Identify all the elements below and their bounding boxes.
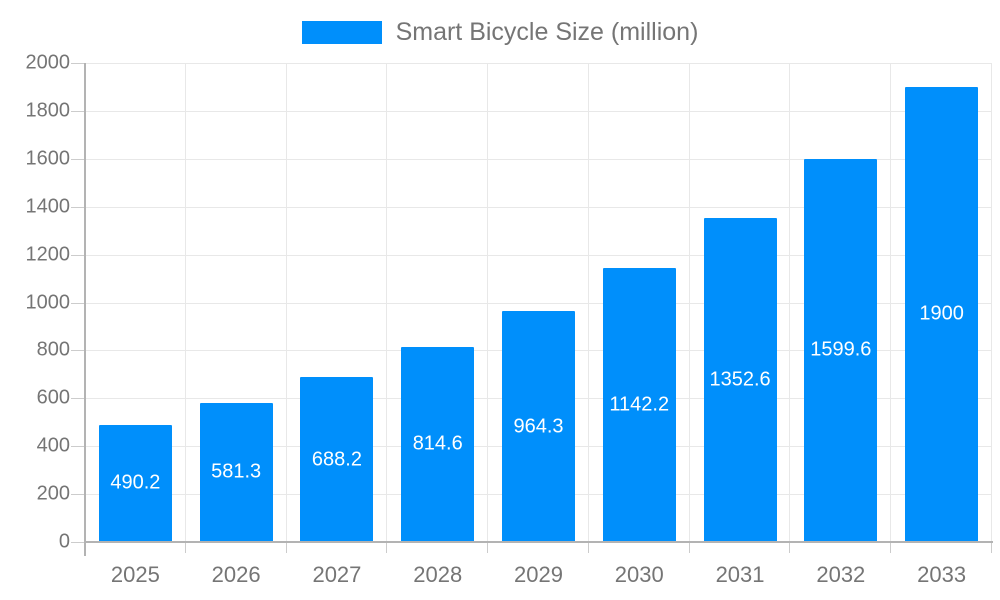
chart-legend[interactable]: Smart Bicycle Size (million) xyxy=(0,18,1000,46)
bar-value-label: 964.3 xyxy=(513,415,564,438)
y-axis-tick-label: 1000 xyxy=(25,291,71,313)
y-axis-labels: 0 200 400 600 800 1000 1200 1400 1600 1800 2000 xyxy=(0,52,71,553)
bar[interactable]: 1352.6 xyxy=(703,218,777,542)
x-axis-tick xyxy=(386,543,388,553)
bar-value-label: 1900 xyxy=(919,302,964,325)
bar[interactable]: 1142.2 xyxy=(602,268,676,542)
vertical-gridline xyxy=(890,63,892,542)
vertical-gridline xyxy=(789,63,791,542)
plot-area: 490.2 581.3 688.2 814.6 964.3 1142.2 1352.6 159… xyxy=(85,63,992,542)
y-axis-tick xyxy=(71,350,84,352)
vertical-gridline xyxy=(991,63,992,542)
horizontal-gridline xyxy=(85,254,992,256)
y-axis-tick-label: 600 xyxy=(36,386,70,409)
y-axis-line xyxy=(84,63,86,556)
bar[interactable]: 1900 xyxy=(905,86,979,542)
x-axis-category-label: 2032 xyxy=(816,562,866,587)
y-axis-tick-label: 0 xyxy=(58,530,70,553)
x-axis-category-label: 2029 xyxy=(514,562,563,587)
y-axis-tick xyxy=(71,302,84,304)
horizontal-gridline xyxy=(85,110,992,112)
vertical-gridline xyxy=(386,63,388,542)
y-axis-tick xyxy=(71,158,84,160)
horizontal-gridline xyxy=(85,158,992,160)
x-axis-category-label: 2027 xyxy=(312,562,362,587)
bar[interactable]: 1599.6 xyxy=(804,158,878,542)
bar[interactable]: 490.2 xyxy=(98,424,172,542)
x-axis-tick xyxy=(587,543,589,553)
y-axis-tick xyxy=(71,542,84,543)
bar[interactable]: 581.3 xyxy=(199,402,273,542)
y-axis-tick-label: 2000 xyxy=(25,51,71,74)
y-axis-tick-label: 800 xyxy=(36,338,70,361)
x-axis-category-label: 2025 xyxy=(110,562,160,587)
y-axis-tick-label: 400 xyxy=(36,434,70,457)
y-axis-tick-label: 200 xyxy=(36,482,70,505)
y-axis-tick xyxy=(71,206,84,208)
x-axis-tick xyxy=(890,543,892,553)
vertical-gridline xyxy=(587,63,589,542)
x-axis-category-label: 2033 xyxy=(917,562,967,587)
vertical-gridline xyxy=(487,63,489,542)
x-axis-category-label: 2028 xyxy=(413,562,463,587)
y-axis-tick-label: 1400 xyxy=(25,195,71,218)
bar-value-label: 1142.2 xyxy=(609,393,670,416)
legend-label: Smart Bicycle Size (million) xyxy=(395,17,699,46)
x-axis-tick xyxy=(789,543,791,553)
bar-value-label: 490.2 xyxy=(110,471,161,494)
y-axis-tick-label: 1800 xyxy=(25,99,71,122)
horizontal-gridline xyxy=(85,206,992,208)
y-axis-tick-label: 1600 xyxy=(25,147,71,170)
y-axis-tick-label: 1200 xyxy=(25,243,71,266)
x-axis-category-label: 2030 xyxy=(614,562,664,587)
bar[interactable]: 814.6 xyxy=(401,346,475,542)
horizontal-gridline xyxy=(85,302,992,304)
legend-swatch-icon xyxy=(301,20,382,44)
x-axis-tick xyxy=(285,543,287,553)
y-axis-tick xyxy=(71,110,84,112)
bar[interactable]: 964.3 xyxy=(502,311,575,542)
x-axis-line xyxy=(84,541,993,543)
x-axis-tick xyxy=(487,543,489,553)
vertical-gridline xyxy=(184,63,186,542)
y-axis-tick xyxy=(71,446,84,448)
x-axis-tick xyxy=(991,543,992,553)
y-axis-tick xyxy=(71,254,84,256)
bar-value-label: 1352.6 xyxy=(709,368,771,391)
bar-value-label: 688.2 xyxy=(311,448,362,471)
x-axis-category-label: 2031 xyxy=(715,562,765,587)
bar[interactable]: 688.2 xyxy=(300,377,374,542)
x-axis-tick xyxy=(184,543,186,553)
x-axis-category-label: 2026 xyxy=(211,562,261,587)
bar-value-label: 581.3 xyxy=(211,460,262,483)
y-axis-tick xyxy=(71,398,84,400)
vertical-gridline xyxy=(688,63,690,542)
x-axis-labels: 2025 2026 2027 2028 2029 2030 2031 2032 2033 xyxy=(85,562,992,592)
bar-value-label: 814.6 xyxy=(412,432,463,455)
bar-value-label: 1599.6 xyxy=(810,338,872,361)
y-axis-tick xyxy=(71,494,84,496)
horizontal-gridline xyxy=(85,63,992,64)
x-axis-tick xyxy=(688,543,690,553)
vertical-gridline xyxy=(285,63,287,542)
y-axis-tick xyxy=(71,63,84,64)
